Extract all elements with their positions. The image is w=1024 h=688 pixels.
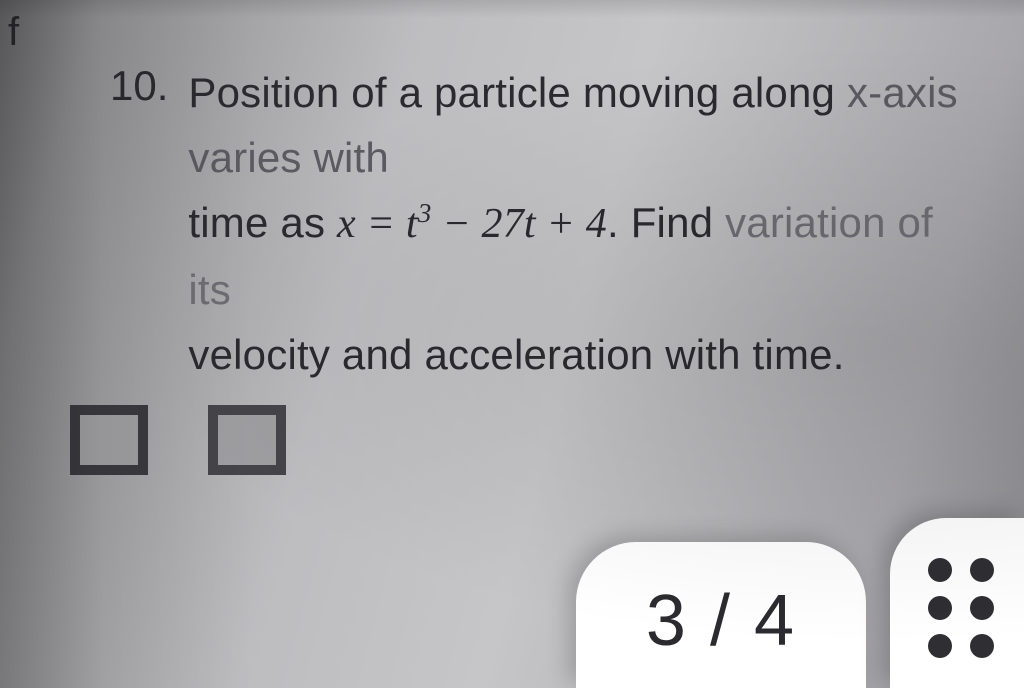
q-line3: velocity and acceleration with time. <box>188 331 844 378</box>
dot-icon <box>970 634 994 658</box>
eq-t3: t <box>524 201 536 247</box>
dot-icon <box>928 634 952 658</box>
dot-icon <box>928 596 952 620</box>
answer-box[interactable] <box>208 405 286 475</box>
q-line2-suffix-main: . Find <box>607 199 725 246</box>
top-shadow <box>0 0 1024 18</box>
drag-handle[interactable] <box>890 518 1024 688</box>
bottom-ui: 3 / 4 <box>576 518 1024 688</box>
dot-icon <box>970 558 994 582</box>
question-number: 10. <box>110 60 168 387</box>
dot-icon <box>970 596 994 620</box>
eq-t2: − 27 <box>432 201 524 247</box>
q-line1-main: Position of a particle moving along <box>188 69 847 116</box>
eq-t4: + 4 <box>536 201 607 247</box>
drag-dots-icon <box>928 558 994 658</box>
equation: x = t3 − 27t + 4 <box>337 201 607 247</box>
q-line2-prefix: time as <box>188 199 337 246</box>
answer-box[interactable] <box>70 405 148 475</box>
page-indicator[interactable]: 3 / 4 <box>576 542 866 688</box>
eq-exp: 3 <box>418 198 432 228</box>
eq-t1: t <box>406 201 418 247</box>
question-text: Position of a particle moving along x-ax… <box>188 60 974 387</box>
margin-letter: f <box>8 10 19 55</box>
eq-lhs: x <box>337 201 356 247</box>
question-block: 10. Position of a particle moving along … <box>110 60 974 387</box>
answer-boxes <box>70 405 286 475</box>
dot-icon <box>928 558 952 582</box>
